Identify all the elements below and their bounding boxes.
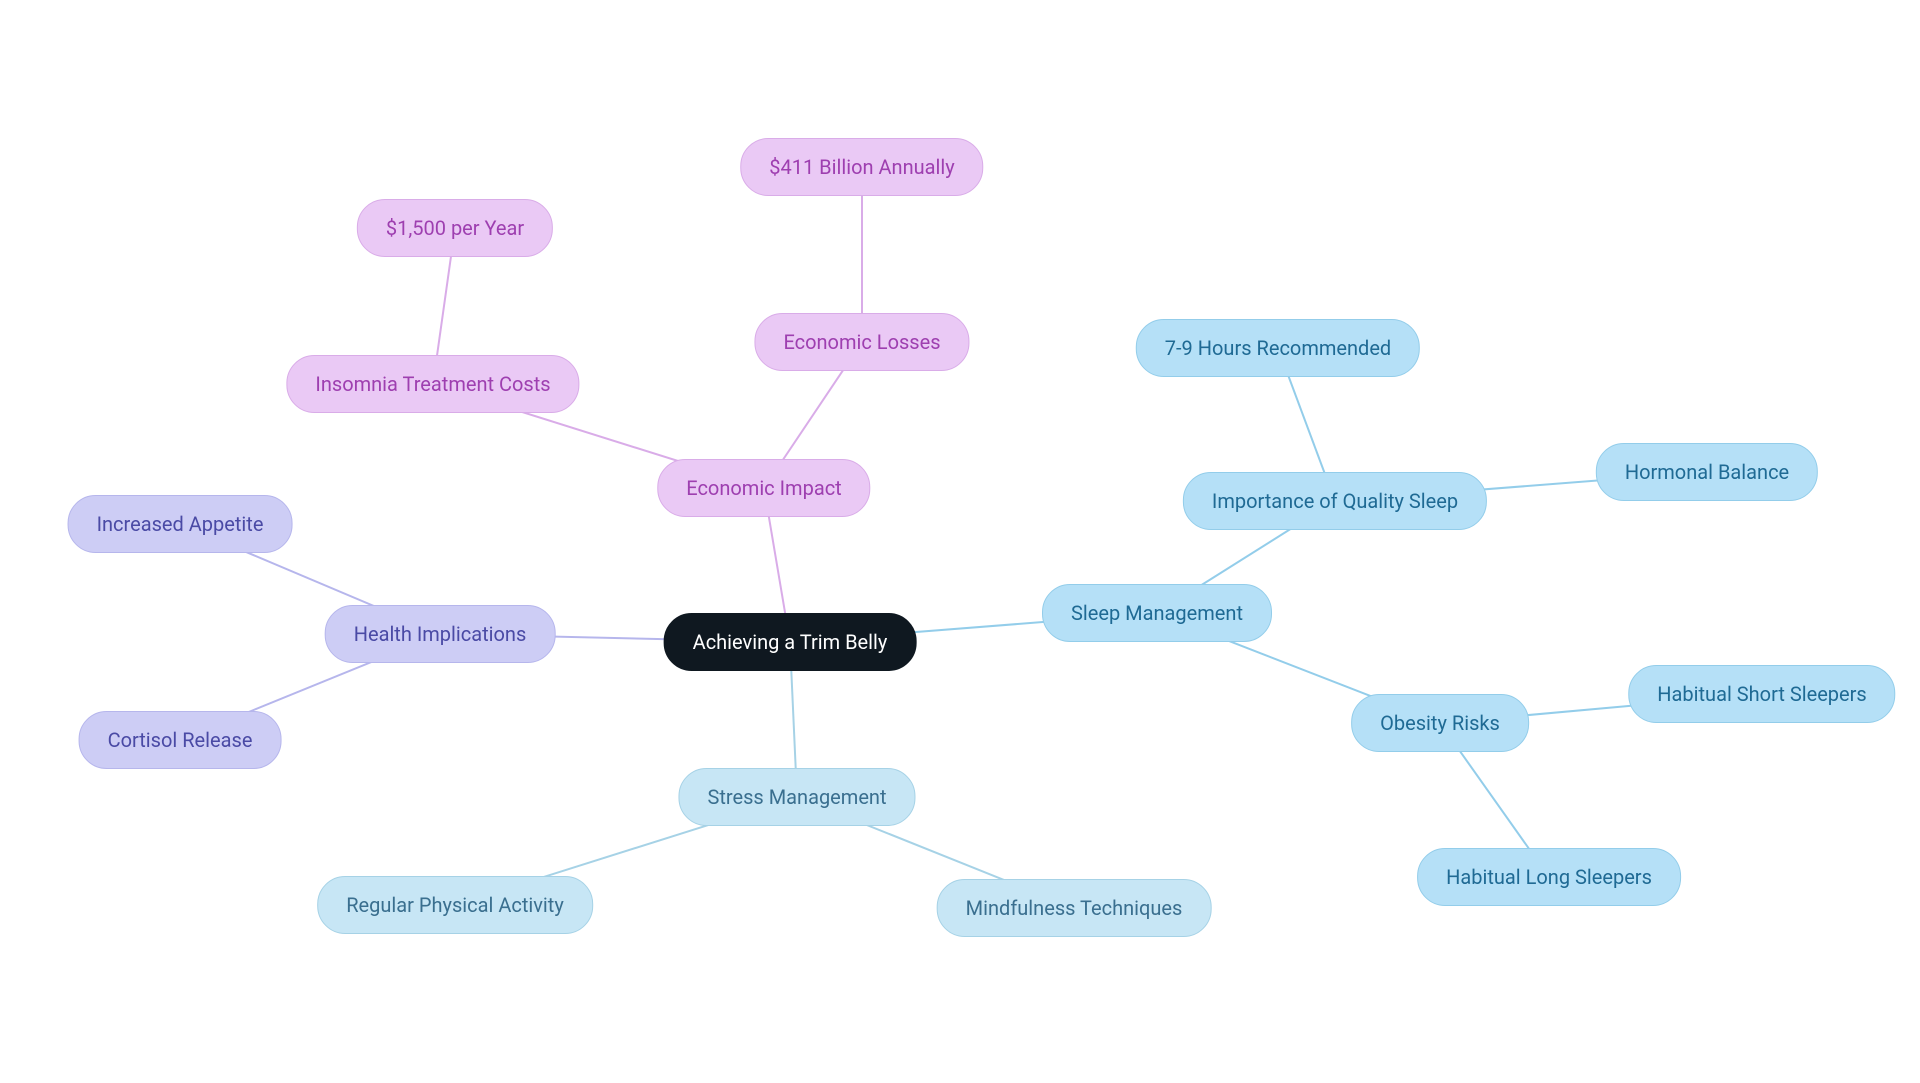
node-habitual-long-sleepers: Habitual Long Sleepers (1417, 848, 1681, 906)
node-obesity-risks: Obesity Risks (1351, 694, 1529, 752)
node-economic-impact: Economic Impact (657, 459, 870, 517)
node-7-9-hours: 7-9 Hours Recommended (1136, 319, 1420, 377)
node-stress-management: Stress Management (678, 768, 915, 826)
node-mindfulness-techniques: Mindfulness Techniques (937, 879, 1212, 937)
node-economic-losses: Economic Losses (754, 313, 969, 371)
node-root: Achieving a Trim Belly (664, 613, 917, 671)
mindmap-canvas: Achieving a Trim Belly Sleep Management … (0, 0, 1920, 1083)
node-1500-per-year: $1,500 per Year (357, 199, 553, 257)
node-insomnia-treatment-costs: Insomnia Treatment Costs (286, 355, 579, 413)
node-hormonal-balance: Hormonal Balance (1596, 443, 1818, 501)
node-sleep-management: Sleep Management (1042, 584, 1272, 642)
node-regular-physical-activity: Regular Physical Activity (317, 876, 593, 934)
node-health-implications: Health Implications (325, 605, 556, 663)
node-increased-appetite: Increased Appetite (68, 495, 293, 553)
node-411-billion-annually: $411 Billion Annually (740, 138, 983, 196)
node-importance-quality-sleep: Importance of Quality Sleep (1183, 472, 1487, 530)
node-habitual-short-sleepers: Habitual Short Sleepers (1628, 665, 1895, 723)
node-cortisol-release: Cortisol Release (79, 711, 282, 769)
